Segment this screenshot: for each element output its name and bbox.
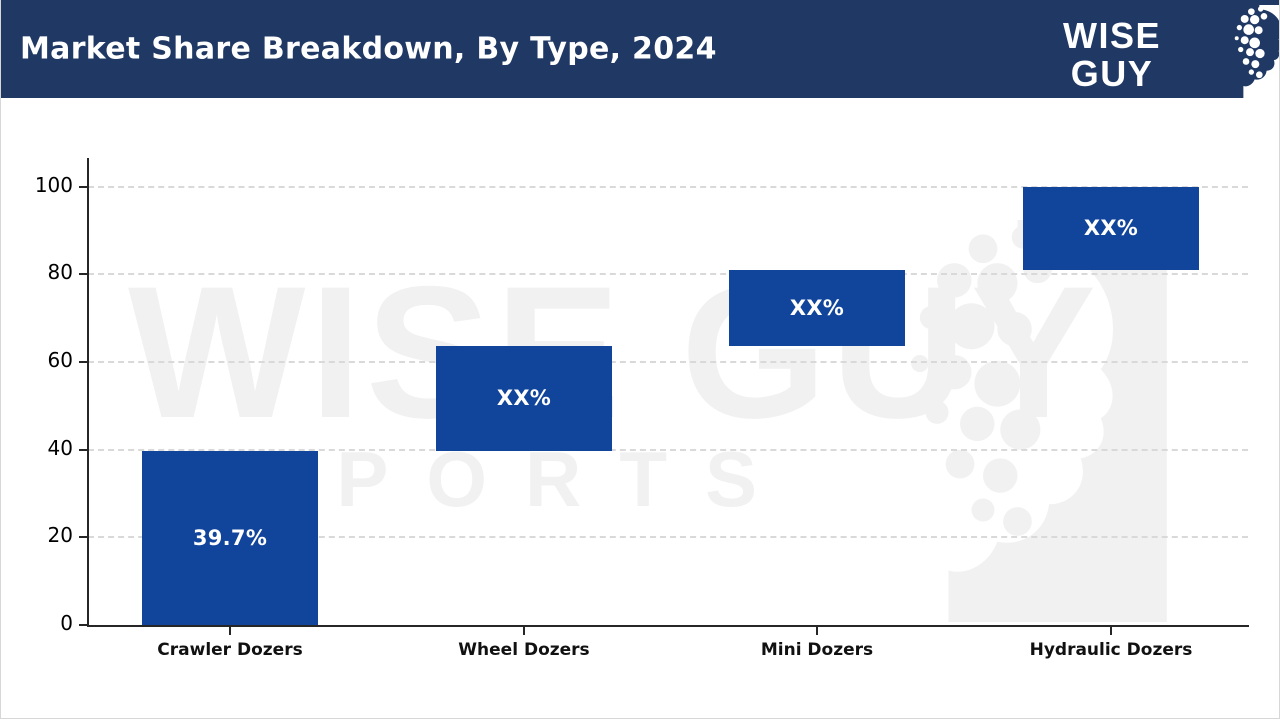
y-tick-mark xyxy=(79,185,88,188)
category-label: Hydraulic Dozers xyxy=(1029,640,1193,660)
y-tick-mark xyxy=(79,624,88,626)
y-tick-label: 0 xyxy=(60,611,73,635)
header-bar: Market Share Breakdown, By Type, 2024 WI… xyxy=(0,0,1280,110)
gridline xyxy=(88,185,1248,188)
bar-value-label: 39.7% xyxy=(192,525,268,550)
x-tick-mark xyxy=(816,627,818,635)
gridline xyxy=(88,536,1248,539)
y-tick-mark xyxy=(79,360,88,363)
category-label: Mini Dozers xyxy=(760,640,874,660)
bar: XX% xyxy=(1023,186,1199,270)
x-axis-line xyxy=(87,625,1249,627)
page-title: Market Share Breakdown, By Type, 2024 xyxy=(20,31,717,67)
y-tick-mark xyxy=(79,448,88,451)
y-tick-label: 60 xyxy=(47,347,73,372)
x-tick-mark xyxy=(523,627,525,635)
wise-guy-reports-logo: WISE GUY REPORTS xyxy=(1020,0,1280,110)
head-profile-dots-icon xyxy=(1234,5,1280,98)
logo-wordmark: WISE GUY xyxy=(1062,15,1161,94)
plot-area: 0 20 40 60 80 100 Crawler Dozers 39.7% Wheel Doz… xyxy=(0,98,1280,720)
x-tick-mark xyxy=(229,627,231,635)
y-tick-label: 100 xyxy=(34,172,73,197)
bar: XX% xyxy=(729,269,905,346)
gridline xyxy=(88,360,1248,363)
chart-area: WISE GUY REPORTS 0 20 40 60 80 100 Crawler Doz… xyxy=(0,98,1280,720)
x-tick-mark xyxy=(1110,627,1112,635)
bar: 39.7% xyxy=(142,450,318,625)
y-tick-label: 40 xyxy=(47,435,73,460)
y-tick-label: 80 xyxy=(47,260,73,285)
y-tick-label: 20 xyxy=(47,523,73,548)
bar-value-label: XX% xyxy=(789,295,845,320)
gridline xyxy=(88,448,1248,451)
category-label: Wheel Dozers xyxy=(458,640,590,660)
bar: XX% xyxy=(436,345,612,451)
logo-subtext: REPORTS xyxy=(1056,95,1174,110)
gridline xyxy=(88,273,1248,276)
y-axis-line xyxy=(87,158,89,627)
category-label: Crawler Dozers xyxy=(157,640,303,660)
y-tick-mark xyxy=(79,536,88,539)
bar-value-label: XX% xyxy=(1083,216,1139,241)
logo-text: WISE GUY REPORTS xyxy=(1020,17,1204,110)
bar-value-label: XX% xyxy=(496,386,552,411)
y-tick-mark xyxy=(79,273,88,276)
